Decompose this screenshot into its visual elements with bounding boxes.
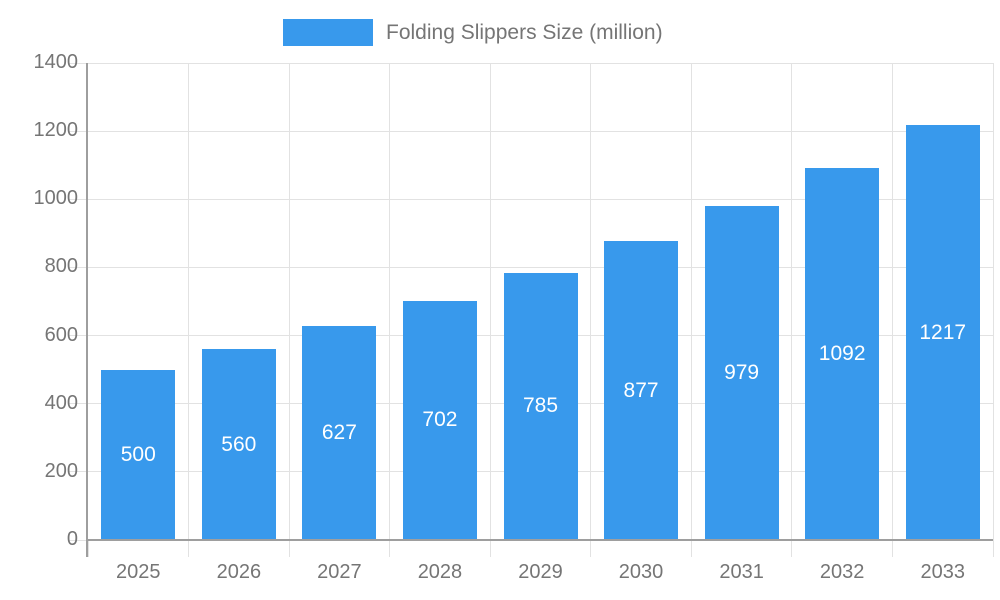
x-axis-tick bbox=[791, 540, 793, 557]
y-axis-label: 800 bbox=[44, 255, 78, 278]
x-axis-tick bbox=[87, 540, 89, 557]
bar-value-label: 979 bbox=[724, 361, 760, 385]
legend-swatch bbox=[283, 19, 373, 46]
gridline-vertical bbox=[288, 63, 290, 540]
y-axis-label: 600 bbox=[44, 323, 78, 346]
x-axis-tick bbox=[992, 540, 994, 557]
x-axis-tick bbox=[389, 540, 391, 557]
legend-label: Folding Slippers Size (million) bbox=[386, 20, 663, 44]
y-axis-tick bbox=[68, 335, 88, 337]
bar-value-label: 702 bbox=[422, 408, 458, 432]
gridline-vertical bbox=[389, 63, 391, 540]
y-axis-label: 0 bbox=[66, 528, 78, 551]
y-axis-tick bbox=[68, 266, 88, 268]
gridline-vertical bbox=[188, 63, 190, 540]
gridline-vertical bbox=[489, 63, 491, 540]
x-axis-label: 2029 bbox=[518, 561, 563, 583]
bar-2033: 1217 bbox=[905, 125, 980, 540]
gridline-horizontal bbox=[88, 198, 993, 200]
bar-2029: 785 bbox=[503, 272, 578, 540]
y-axis-tick bbox=[68, 471, 88, 473]
x-axis-tick bbox=[489, 540, 491, 557]
gridline-vertical bbox=[590, 63, 592, 540]
bar-2028: 702 bbox=[402, 300, 477, 540]
gridline-vertical bbox=[891, 63, 893, 540]
bar-2031: 979 bbox=[704, 206, 779, 540]
y-axis-label: 1400 bbox=[33, 51, 79, 74]
x-axis-label: 2030 bbox=[618, 561, 664, 583]
x-axis-line bbox=[86, 539, 993, 541]
y-axis-label: 1200 bbox=[33, 119, 79, 142]
x-axis-label: 2025 bbox=[116, 561, 161, 583]
bar-value-label: 785 bbox=[522, 394, 559, 418]
x-axis-tick bbox=[690, 540, 692, 557]
gridline-horizontal bbox=[88, 266, 993, 268]
y-axis-tick bbox=[68, 403, 88, 405]
gridline-vertical bbox=[791, 63, 793, 540]
bar-value-label: 500 bbox=[120, 442, 156, 466]
bar-2032: 1092 bbox=[805, 167, 880, 540]
bar-value-label: 877 bbox=[623, 378, 659, 402]
x-axis-label: 2026 bbox=[216, 561, 262, 583]
bar-2027: 627 bbox=[302, 326, 377, 540]
x-axis-tick bbox=[188, 540, 190, 557]
y-axis-tick bbox=[68, 62, 88, 64]
gridline-horizontal bbox=[88, 62, 993, 64]
x-axis-label: 2027 bbox=[317, 561, 362, 583]
y-axis-line bbox=[86, 63, 88, 557]
y-axis-label: 400 bbox=[44, 391, 78, 414]
bar-value-label: 560 bbox=[221, 432, 257, 456]
x-axis-label: 2028 bbox=[417, 561, 463, 583]
gridline-vertical bbox=[992, 63, 994, 540]
y-axis-tick bbox=[68, 539, 88, 541]
bar-2025: 500 bbox=[101, 369, 176, 540]
x-axis-label: 2032 bbox=[819, 561, 865, 583]
y-axis-label: 1000 bbox=[33, 187, 79, 210]
y-axis-tick bbox=[68, 198, 88, 200]
x-axis-tick bbox=[891, 540, 893, 557]
x-axis-tick bbox=[590, 540, 592, 557]
x-axis-tick bbox=[288, 540, 290, 557]
gridline-vertical bbox=[690, 63, 692, 540]
bar-value-label: 1092 bbox=[818, 341, 866, 365]
y-axis-label: 200 bbox=[44, 459, 78, 482]
bar-2026: 560 bbox=[201, 349, 276, 540]
bar-value-label: 1217 bbox=[919, 320, 967, 344]
bar-2030: 877 bbox=[604, 241, 679, 540]
gridline-horizontal bbox=[88, 130, 993, 132]
chart-legend[interactable]: Folding Slippers Size (million) bbox=[283, 19, 663, 46]
x-axis-label: 2033 bbox=[920, 561, 965, 583]
x-axis-label: 2031 bbox=[719, 561, 764, 583]
bar-value-label: 627 bbox=[321, 421, 357, 445]
y-axis-tick bbox=[68, 130, 88, 132]
